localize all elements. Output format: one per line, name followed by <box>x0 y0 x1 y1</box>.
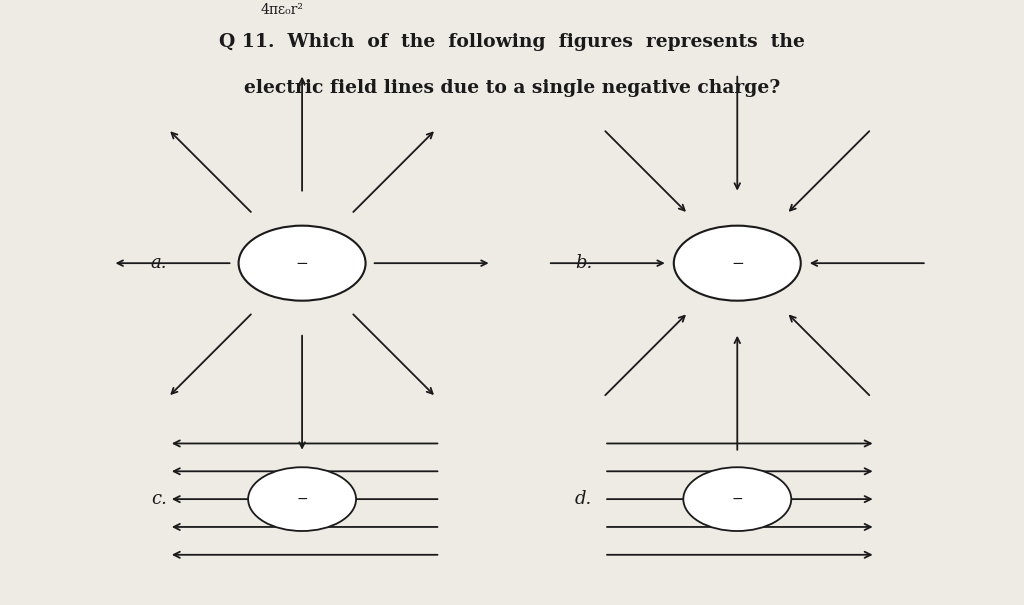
Text: −: − <box>296 492 308 506</box>
Circle shape <box>683 467 792 531</box>
Text: −: − <box>731 492 743 506</box>
Text: −: − <box>296 256 308 270</box>
Circle shape <box>674 226 801 301</box>
Text: −: − <box>731 256 743 270</box>
Text: d.: d. <box>575 490 592 508</box>
Text: 4πε₀r²: 4πε₀r² <box>260 3 303 17</box>
Text: electric field lines due to a single negative charge?: electric field lines due to a single neg… <box>244 79 780 97</box>
Circle shape <box>239 226 366 301</box>
Text: a.: a. <box>151 254 167 272</box>
Circle shape <box>248 467 356 531</box>
Text: b.: b. <box>575 254 592 272</box>
Text: c.: c. <box>151 490 167 508</box>
Text: Q 11.  Which  of  the  following  figures  represents  the: Q 11. Which of the following figures rep… <box>219 33 805 51</box>
